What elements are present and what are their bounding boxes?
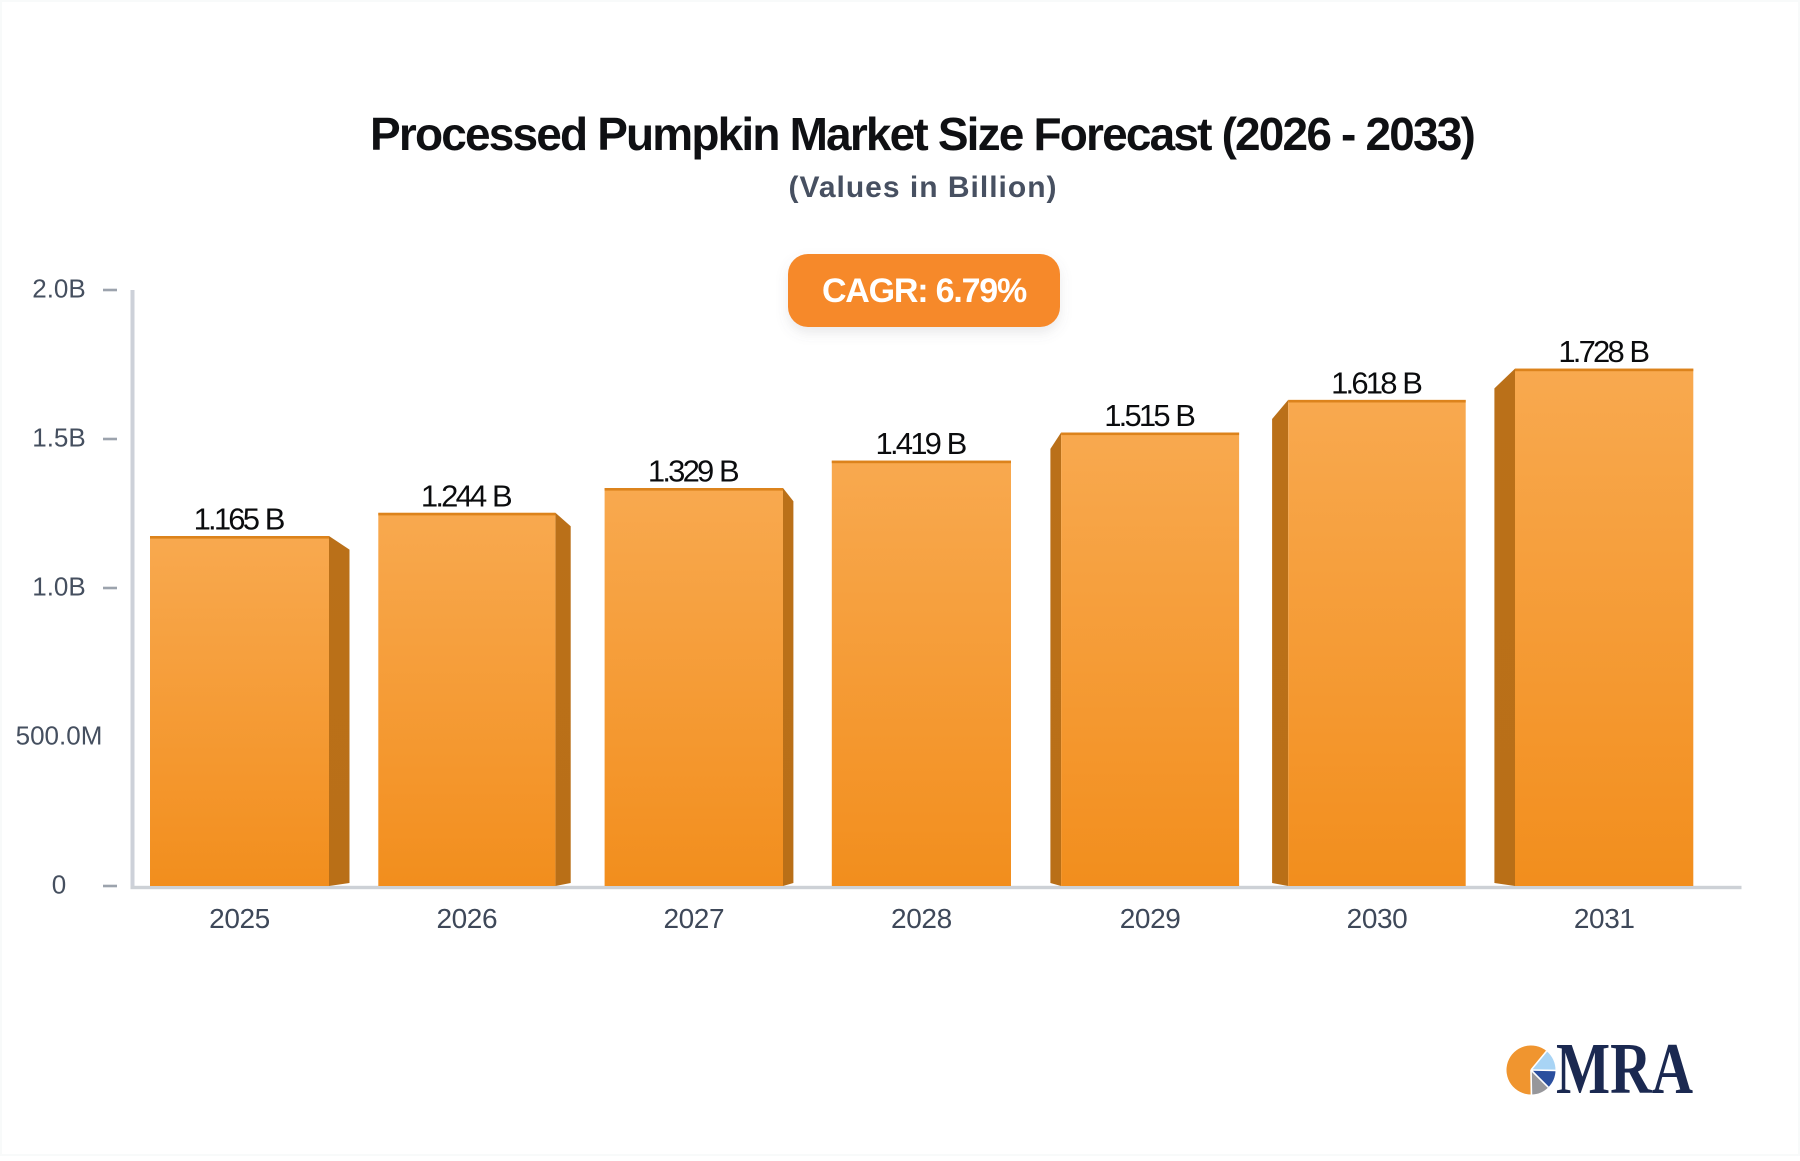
svg-text:1.5B: 1.5B [32, 423, 86, 453]
svg-text:2.0B: 2.0B [32, 274, 86, 304]
svg-text:2025: 2025 [209, 903, 270, 934]
svg-text:(Values in Billion): (Values in Billion) [788, 171, 1057, 204]
svg-text:2030: 2030 [1347, 903, 1408, 934]
svg-text:1.0B: 1.0B [32, 572, 86, 602]
svg-text:500.0M: 500.0M [16, 721, 103, 751]
svg-text:MRA: MRA [1556, 1028, 1693, 1109]
svg-text:0: 0 [52, 870, 66, 900]
svg-text:CAGR: 6.79%: CAGR: 6.79% [822, 272, 1027, 310]
svg-text:2029: 2029 [1120, 903, 1181, 934]
svg-text:2027: 2027 [663, 903, 724, 934]
svg-text:Processed Pumpkin Market Size: Processed Pumpkin Market Size Forecast (… [370, 108, 1474, 160]
svg-text:2026: 2026 [436, 903, 497, 934]
svg-text:2031: 2031 [1574, 903, 1635, 934]
svg-text:2028: 2028 [891, 903, 952, 934]
